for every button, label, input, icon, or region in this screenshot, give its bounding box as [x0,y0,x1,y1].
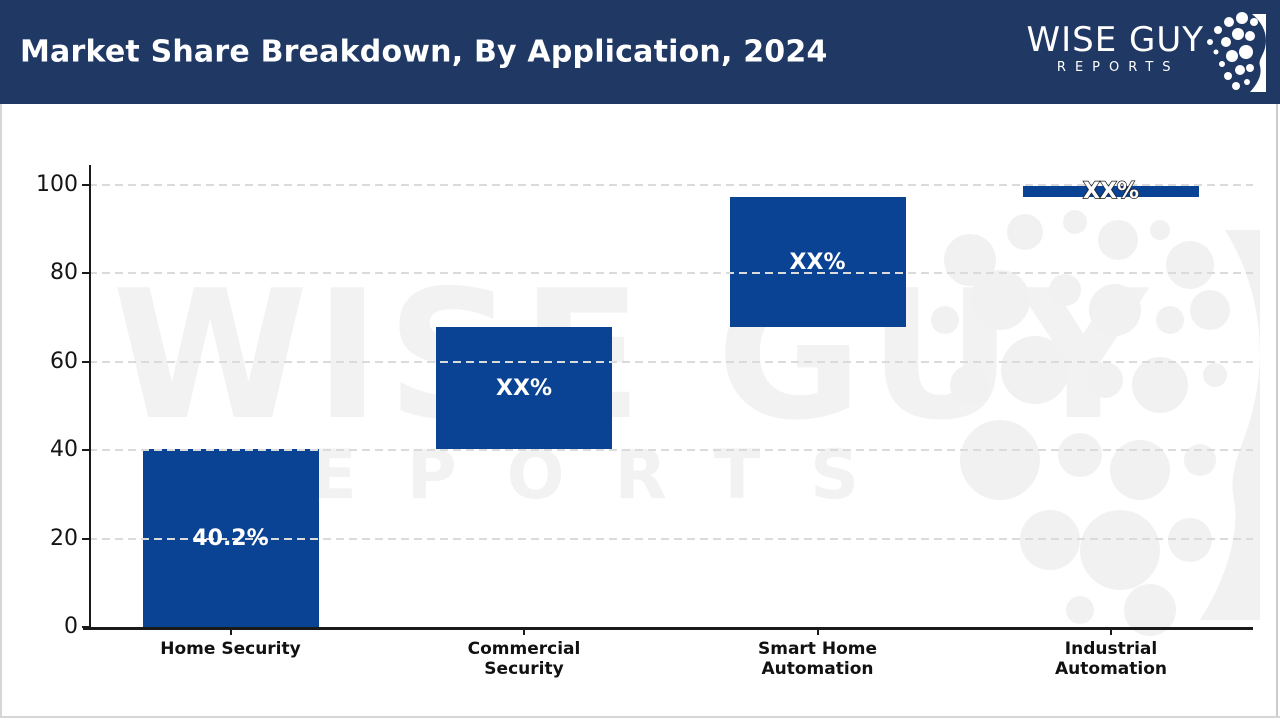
x-tick-industrial-automation [1110,627,1112,635]
x-tick-label-industrial-automation: Industrial Automation [1055,639,1167,679]
y-axis-spine [89,165,91,629]
y-tick-label-100: 100 [36,171,78,197]
bar-label-smart-home-automation: XX% [789,249,846,275]
x-tick-label-commercial-security: Commercial Security [467,639,581,679]
panel-border-left [0,104,2,718]
brand-logo: WISE GUY REPORTS [1016,6,1266,98]
gridline-80 [89,272,1253,275]
y-tick-label-0: 0 [64,614,78,639]
x-axis-spine [83,627,1253,630]
y-tick-label-80: 80 [50,260,78,286]
x-tick-smart-home-automation [816,627,819,635]
gridline-100 [89,183,1253,186]
gridline-60 [89,360,1253,363]
x-tick-label-home-security: Home Security [160,639,301,659]
x-tick-commercial-security [523,627,525,635]
x-tick-home-security [229,627,232,635]
gridline-40 [89,449,1253,452]
y-tick-label-20: 20 [50,525,78,551]
y-tick-100 [82,183,89,186]
brand-name: WISE GUY [1026,20,1204,60]
bar-label-industrial-automation: XX% [1082,178,1139,205]
y-tick-label-40: 40 [50,437,78,463]
bar-commercial-security [436,327,612,450]
y-tick-label-60: 60 [50,348,78,374]
gridline-20 [89,537,1253,540]
bar-label-home-security: 40.2% [192,525,269,551]
header-bar: Market Share Breakdown, By Application, … [0,0,1280,104]
brand-logo-text: WISE GUY REPORTS [1026,22,1204,75]
x-tick-label-smart-home-automation: Smart Home Automation [757,639,878,679]
bar-label-commercial-security: XX% [496,375,552,401]
panel-border-right [1276,104,1278,718]
y-tick-40 [82,449,89,452]
bar-industrial-automation [1023,185,1199,198]
panel-border-bottom [0,716,1280,718]
y-tick-80 [82,272,89,275]
brand-subtitle: REPORTS [1056,60,1180,75]
page-title: Market Share Breakdown, By Application, … [20,34,828,70]
brand-face-icon [1207,12,1266,92]
y-tick-20 [82,537,89,540]
watermark-face-dots [931,210,1260,636]
bar-smart-home-automation [729,197,906,328]
y-tick-60 [82,360,89,363]
